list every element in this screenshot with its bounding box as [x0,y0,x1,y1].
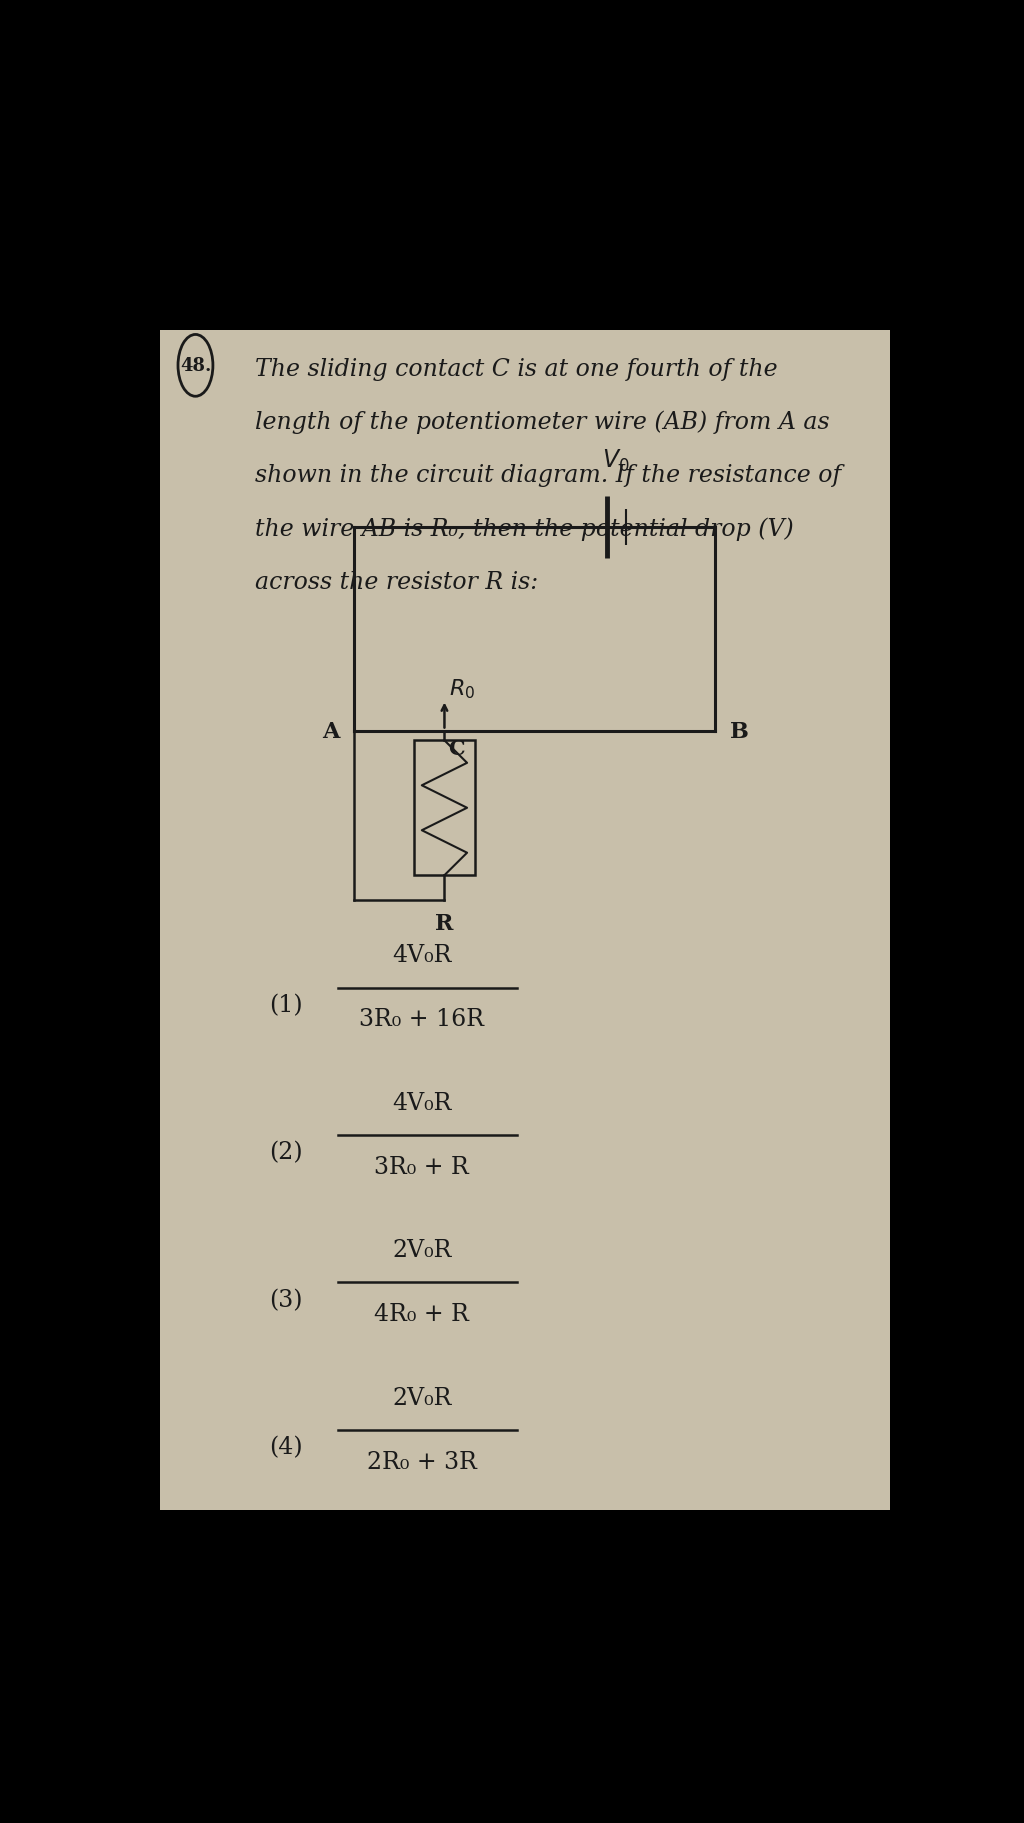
Text: R: R [435,912,454,933]
Text: B: B [729,720,749,742]
Text: 3R₀ + R: 3R₀ + R [374,1156,469,1178]
Text: across the resistor R is:: across the resistor R is: [255,571,539,594]
Text: 2V₀R: 2V₀R [392,1385,452,1409]
Text: (3): (3) [269,1289,303,1311]
Text: $V_0$: $V_0$ [602,448,630,474]
Text: 2R₀ + 3R: 2R₀ + 3R [367,1449,476,1473]
Text: the wire AB is R₀, then the potential drop (V): the wire AB is R₀, then the potential dr… [255,518,794,541]
Text: (1): (1) [269,994,303,1017]
Text: 3R₀ + 16R: 3R₀ + 16R [359,1008,484,1030]
Text: The sliding contact C is at one fourth of the: The sliding contact C is at one fourth o… [255,357,777,381]
Text: 4V₀R: 4V₀R [392,944,452,966]
Text: length of the potentiometer wire (AB) from A as: length of the potentiometer wire (AB) fr… [255,410,829,434]
Text: (4): (4) [269,1435,303,1458]
Text: C: C [449,738,465,758]
FancyBboxPatch shape [160,332,890,1509]
Text: 4R₀ + R: 4R₀ + R [374,1302,469,1325]
Text: A: A [323,720,340,742]
Bar [415,740,474,875]
Text: 4V₀R: 4V₀R [392,1092,452,1114]
Text: shown in the circuit diagram. If the resistance of: shown in the circuit diagram. If the res… [255,465,842,487]
Text: (2): (2) [269,1141,303,1163]
Text: 48.: 48. [180,357,211,376]
Text: $R_0$: $R_0$ [450,676,475,700]
Text: 2V₀R: 2V₀R [392,1240,452,1262]
